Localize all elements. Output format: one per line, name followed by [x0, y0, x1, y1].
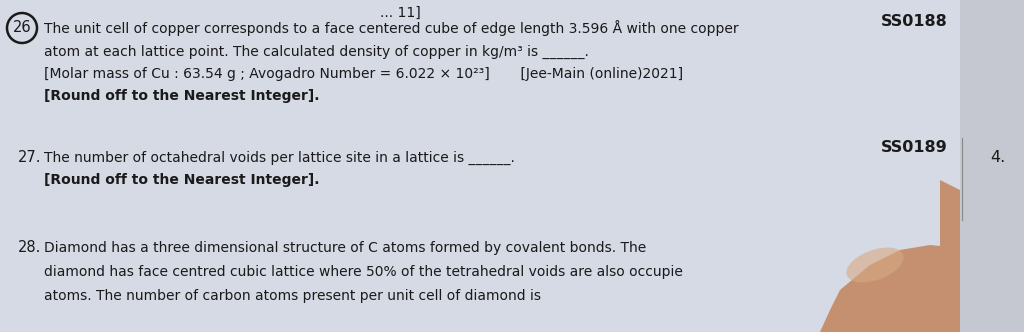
Text: atom at each lattice point. The calculated density of copper in kg/m³ is ______.: atom at each lattice point. The calculat… — [44, 45, 589, 59]
Text: [Round off to the Nearest Integer].: [Round off to the Nearest Integer]. — [44, 173, 319, 187]
Text: 26: 26 — [12, 21, 32, 36]
Text: 27.: 27. — [18, 150, 42, 165]
Text: [Round off to the Nearest Integer].: [Round off to the Nearest Integer]. — [44, 89, 319, 103]
Bar — [961, 0, 1024, 332]
Text: atoms. The number of carbon atoms present per unit cell of diamond is: atoms. The number of carbon atoms presen… — [44, 289, 541, 303]
Text: Diamond has a three dimensional structure of C atoms formed by covalent bonds. T: Diamond has a three dimensional structur… — [44, 241, 646, 255]
Text: 28.: 28. — [18, 240, 41, 256]
Text: [Molar mass of Cu : 63.54 g ; Avogadro Number = 6.022 × 10²³]       [Jee-Main (o: [Molar mass of Cu : 63.54 g ; Avogadro N… — [44, 67, 683, 81]
Text: SS0188: SS0188 — [882, 14, 948, 29]
Ellipse shape — [847, 248, 903, 283]
Text: diamond has face centred cubic lattice where 50% of the tetrahedral voids are al: diamond has face centred cubic lattice w… — [44, 265, 683, 279]
Text: The unit cell of copper corresponds to a face centered cube of edge length 3.596: The unit cell of copper corresponds to a… — [44, 20, 738, 36]
Text: 4.: 4. — [990, 150, 1006, 165]
FancyBboxPatch shape — [0, 0, 961, 332]
Text: ... 11]: ... 11] — [380, 6, 421, 20]
Text: The number of octahedral voids per lattice site in a lattice is ______.: The number of octahedral voids per latti… — [44, 151, 515, 165]
Text: 90: 90 — [905, 256, 944, 284]
Text: SS0189: SS0189 — [882, 140, 948, 155]
Polygon shape — [940, 180, 961, 332]
Polygon shape — [820, 245, 961, 332]
